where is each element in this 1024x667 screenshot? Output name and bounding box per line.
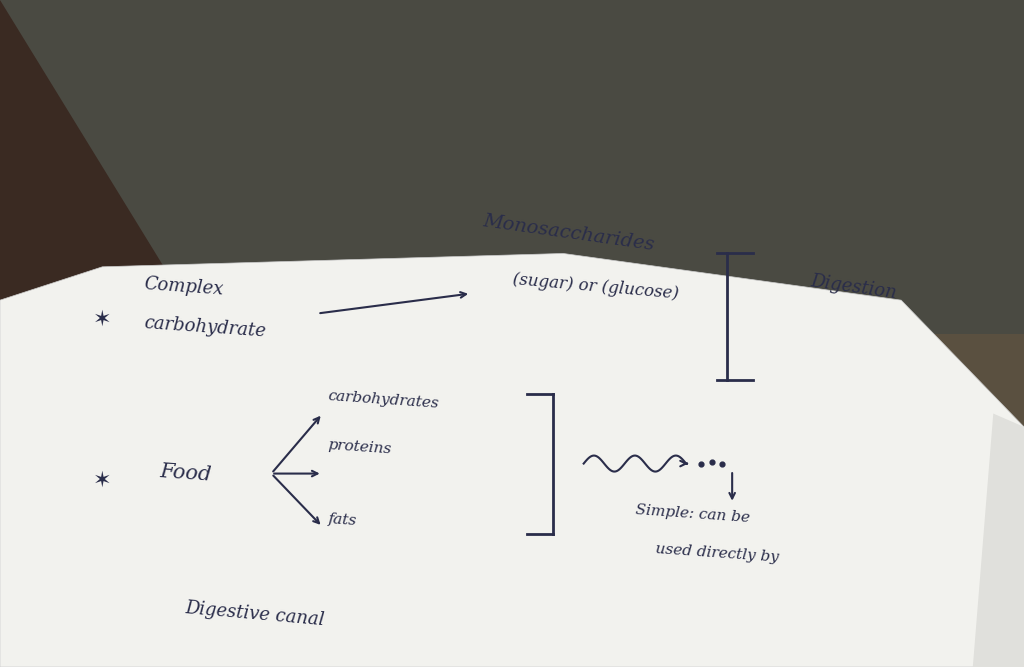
Text: fats: fats [328,512,357,528]
Polygon shape [0,0,184,300]
Point [714,458,730,469]
Point [693,458,710,469]
Text: Food: Food [159,462,212,485]
Text: Simple: can be: Simple: can be [635,503,751,524]
Text: Digestive canal: Digestive canal [184,598,326,629]
Text: Digestion: Digestion [809,272,898,301]
Text: Complex: Complex [143,275,224,299]
Text: Monosaccharides: Monosaccharides [481,213,655,254]
Text: (sugar) or (glucose): (sugar) or (glucose) [512,271,680,303]
Polygon shape [717,334,1024,667]
Text: carbohydrate: carbohydrate [143,313,266,340]
Polygon shape [973,414,1024,667]
Text: carbohydrates: carbohydrates [328,390,439,411]
Text: used directly by: used directly by [655,542,779,565]
Text: ✶: ✶ [93,470,112,490]
Text: proteins: proteins [328,438,392,456]
Point [703,456,720,467]
Polygon shape [0,253,1024,667]
Text: ✶: ✶ [93,310,112,330]
